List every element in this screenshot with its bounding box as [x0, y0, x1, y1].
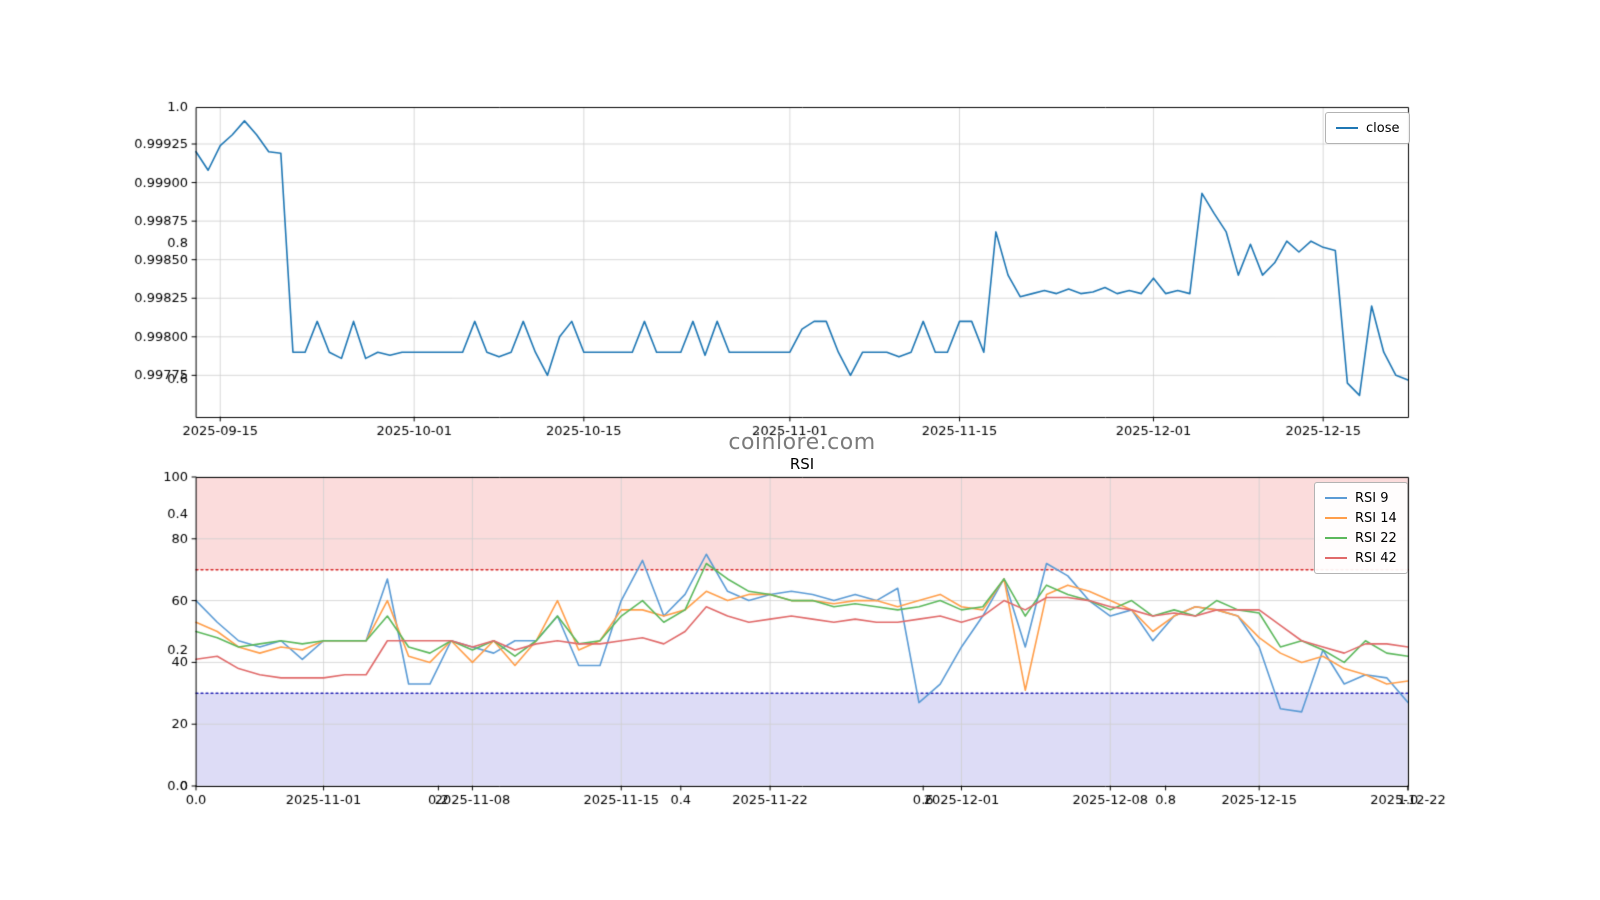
rsi-14-line-sample-icon	[1325, 517, 1347, 519]
legend-label-rsi-9: RSI 9	[1355, 490, 1389, 506]
rsi-legend: RSI 9 RSI 14 RSI 22 RSI 42	[1314, 482, 1408, 574]
legend-item-rsi-22: RSI 22	[1325, 528, 1397, 548]
legend-label-close: close	[1366, 120, 1400, 136]
rsi-42-line-sample-icon	[1325, 557, 1347, 559]
rsi-22-line-sample-icon	[1325, 537, 1347, 539]
legend-item-close: close	[1336, 118, 1399, 138]
legend-item-rsi-14: RSI 14	[1325, 508, 1397, 528]
legend-label-rsi-42: RSI 42	[1355, 550, 1397, 566]
legend-item-rsi-9: RSI 9	[1325, 488, 1397, 508]
close-line-sample-icon	[1336, 127, 1358, 129]
price-legend: close	[1325, 112, 1411, 144]
legend-label-rsi-22: RSI 22	[1355, 530, 1397, 546]
legend-item-rsi-42: RSI 42	[1325, 548, 1397, 568]
legend-label-rsi-14: RSI 14	[1355, 510, 1397, 526]
rsi-9-line-sample-icon	[1325, 497, 1347, 499]
